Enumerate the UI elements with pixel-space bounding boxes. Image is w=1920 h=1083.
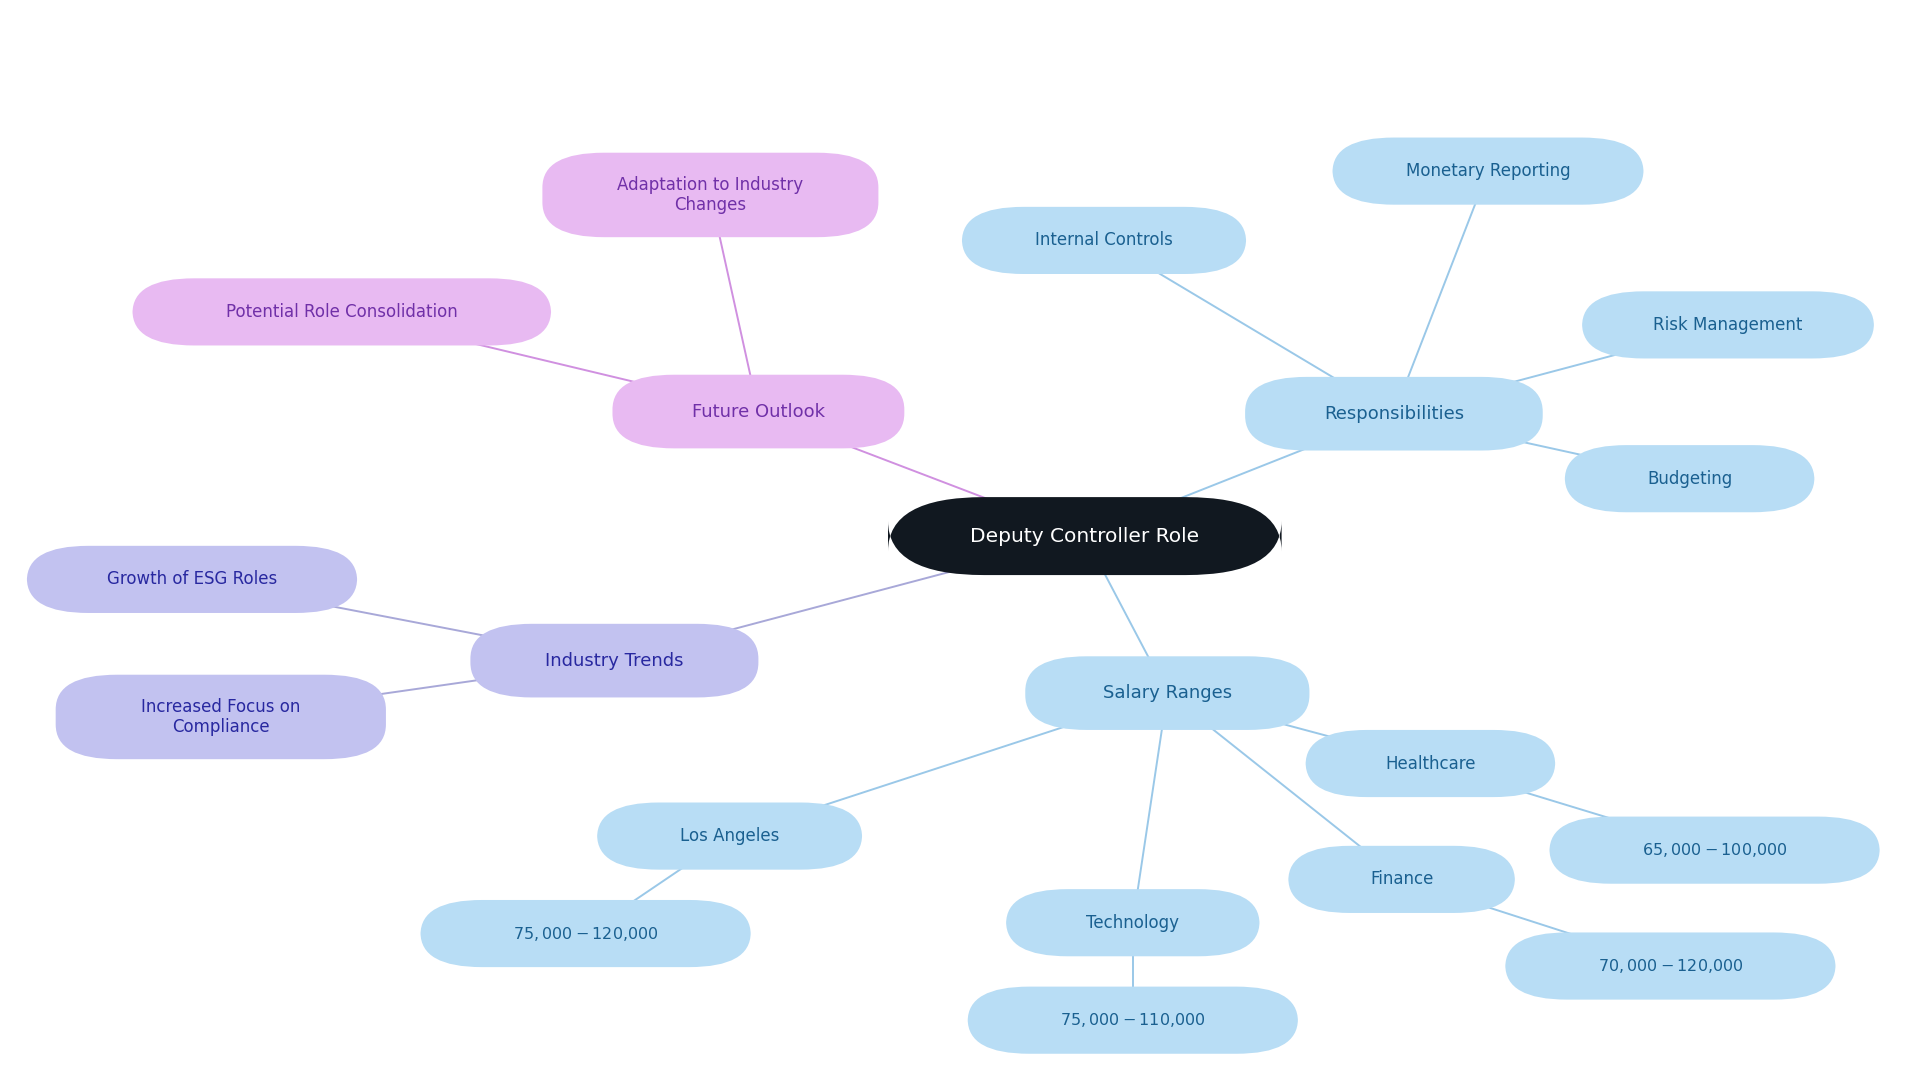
Text: $75,000 - $120,000: $75,000 - $120,000 — [513, 925, 659, 942]
FancyBboxPatch shape — [1549, 817, 1880, 884]
FancyBboxPatch shape — [1505, 932, 1836, 1000]
Text: Growth of ESG Roles: Growth of ESG Roles — [108, 571, 276, 588]
FancyBboxPatch shape — [887, 497, 1283, 575]
FancyBboxPatch shape — [1025, 656, 1309, 730]
Text: $75,000 - $110,000: $75,000 - $110,000 — [1060, 1012, 1206, 1029]
Text: $70,000 - $120,000: $70,000 - $120,000 — [1597, 957, 1743, 975]
Text: Finance: Finance — [1369, 871, 1434, 888]
FancyBboxPatch shape — [470, 624, 758, 697]
Text: Increased Focus on
Compliance: Increased Focus on Compliance — [140, 697, 301, 736]
Text: Responsibilities: Responsibilities — [1325, 405, 1463, 422]
FancyBboxPatch shape — [597, 803, 862, 870]
Text: Risk Management: Risk Management — [1653, 316, 1803, 334]
Text: Salary Ranges: Salary Ranges — [1102, 684, 1233, 702]
FancyBboxPatch shape — [541, 153, 877, 237]
FancyBboxPatch shape — [1332, 138, 1644, 205]
Text: $65,000 - $100,000: $65,000 - $100,000 — [1642, 841, 1788, 859]
FancyBboxPatch shape — [612, 375, 904, 448]
Text: Potential Role Consolidation: Potential Role Consolidation — [227, 303, 457, 321]
Text: Technology: Technology — [1087, 914, 1179, 931]
Text: Industry Trends: Industry Trends — [545, 652, 684, 669]
Text: Budgeting: Budgeting — [1647, 470, 1732, 487]
FancyBboxPatch shape — [420, 900, 751, 967]
FancyBboxPatch shape — [27, 546, 357, 613]
Text: Monetary Reporting: Monetary Reporting — [1405, 162, 1571, 180]
Text: Adaptation to Industry
Changes: Adaptation to Industry Changes — [618, 175, 803, 214]
Text: Los Angeles: Los Angeles — [680, 827, 780, 845]
FancyBboxPatch shape — [1306, 730, 1555, 797]
FancyBboxPatch shape — [962, 207, 1246, 274]
Text: Internal Controls: Internal Controls — [1035, 232, 1173, 249]
FancyBboxPatch shape — [1565, 445, 1814, 512]
FancyBboxPatch shape — [1006, 889, 1260, 956]
Text: Healthcare: Healthcare — [1384, 755, 1476, 772]
FancyBboxPatch shape — [1244, 377, 1544, 451]
Text: Future Outlook: Future Outlook — [691, 403, 826, 420]
FancyBboxPatch shape — [132, 278, 551, 345]
FancyBboxPatch shape — [56, 675, 386, 759]
FancyBboxPatch shape — [1288, 846, 1515, 913]
FancyBboxPatch shape — [968, 987, 1298, 1054]
FancyBboxPatch shape — [1582, 291, 1874, 358]
Text: Deputy Controller Role: Deputy Controller Role — [970, 526, 1200, 546]
